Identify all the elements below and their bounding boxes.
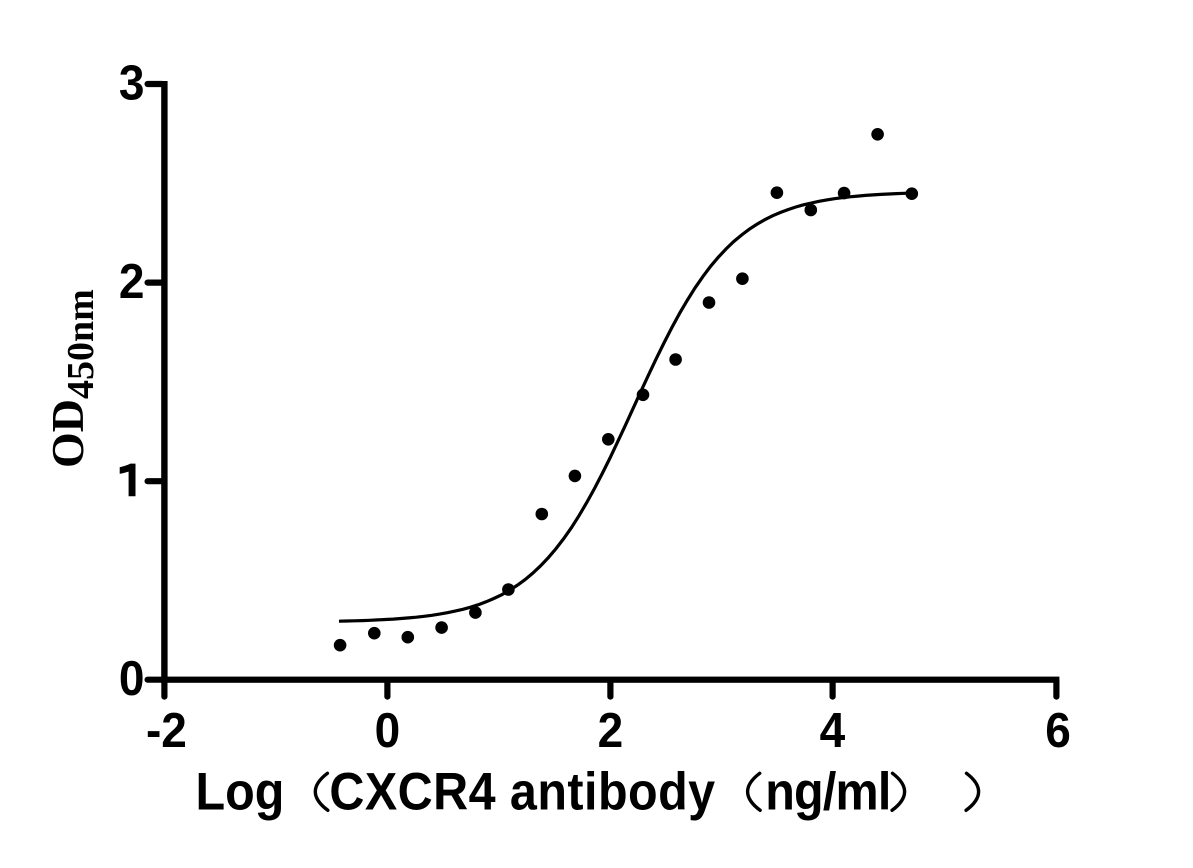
svg-text:0: 0 [119, 652, 145, 707]
svg-text:ng/ml: ng/ml [765, 762, 890, 821]
svg-text:CXCR4 antibody: CXCR4 antibody [329, 762, 715, 821]
svg-text:0: 0 [375, 704, 401, 759]
svg-text:2: 2 [119, 255, 145, 310]
svg-text:Log: Log [196, 762, 285, 821]
svg-text:3: 3 [119, 56, 145, 111]
svg-text:2: 2 [598, 704, 624, 759]
svg-text:4: 4 [820, 704, 846, 759]
svg-text:-2: -2 [146, 704, 187, 759]
svg-text:6: 6 [1045, 704, 1071, 759]
